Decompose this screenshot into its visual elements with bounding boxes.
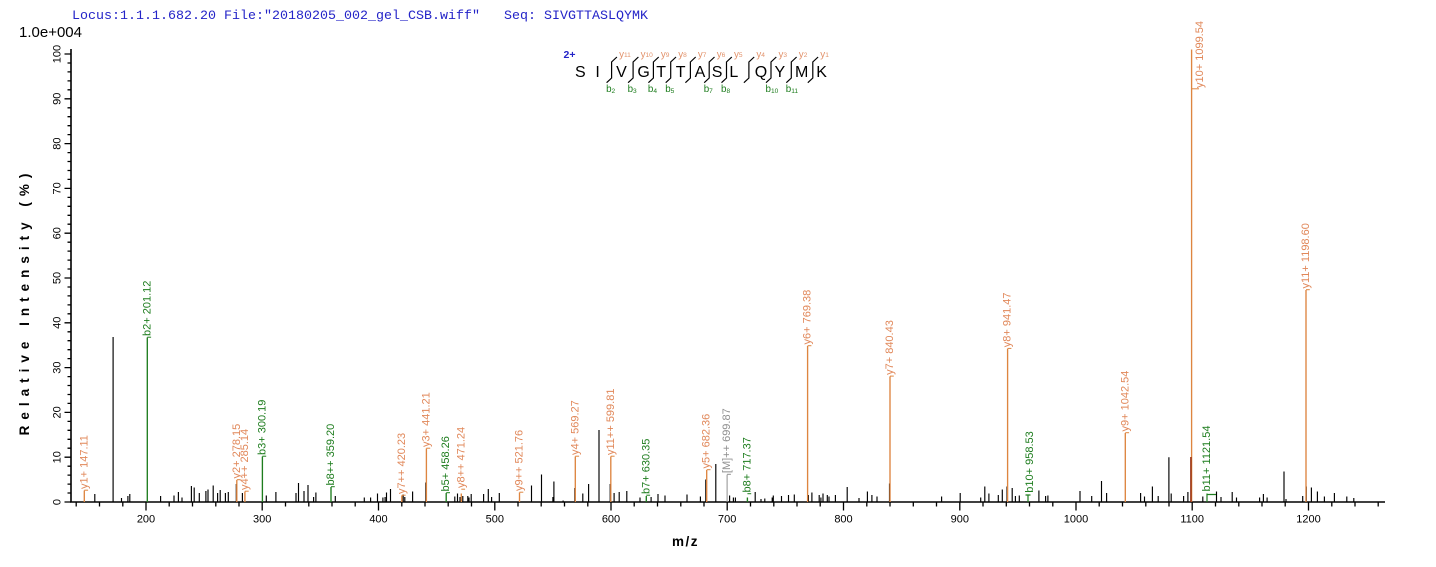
svg-text:0: 0 bbox=[52, 499, 64, 505]
svg-text:b11: b11 bbox=[786, 84, 799, 95]
svg-text:900: 900 bbox=[951, 514, 969, 526]
svg-text:20: 20 bbox=[52, 406, 64, 418]
svg-text:100: 100 bbox=[52, 45, 64, 63]
svg-text:Relative Intensity (%): Relative Intensity (%) bbox=[17, 168, 32, 436]
svg-text:500: 500 bbox=[486, 514, 504, 526]
svg-text:y4: y4 bbox=[756, 49, 765, 60]
svg-text:y1: y1 bbox=[820, 49, 829, 60]
svg-text:b10+ 958.53: b10+ 958.53 bbox=[1024, 431, 1036, 492]
svg-text:y3+ 441.21: y3+ 441.21 bbox=[420, 392, 432, 447]
svg-text:y1+ 147.11: y1+ 147.11 bbox=[78, 435, 90, 489]
svg-text:800: 800 bbox=[834, 514, 852, 526]
svg-text:m/z: m/z bbox=[672, 534, 699, 549]
svg-text:y4+ 569.27: y4+ 569.27 bbox=[569, 400, 581, 455]
svg-text:y11: y11 bbox=[619, 49, 631, 60]
svg-text:2+: 2+ bbox=[564, 49, 576, 61]
svg-text:y9+ 1042.54: y9+ 1042.54 bbox=[1119, 371, 1131, 432]
svg-text:M: M bbox=[795, 64, 808, 81]
svg-text:y8+ 941.47: y8+ 941.47 bbox=[1002, 292, 1014, 347]
svg-text:V: V bbox=[616, 64, 627, 81]
svg-text:y7+ 840.43: y7+ 840.43 bbox=[884, 320, 896, 375]
svg-text:b8+ 717.37: b8+ 717.37 bbox=[741, 437, 753, 492]
svg-text:b4: b4 bbox=[648, 84, 657, 95]
svg-text:b8: b8 bbox=[721, 84, 730, 95]
svg-text:y2+ 278.15: y2+ 278.15 bbox=[231, 424, 243, 479]
svg-text:y8++ 471.24: y8++ 471.24 bbox=[455, 427, 467, 488]
svg-text:y3: y3 bbox=[779, 49, 788, 60]
svg-text:30: 30 bbox=[52, 361, 64, 373]
svg-text:Locus:1.1.1.682.20 File:"20180: Locus:1.1.1.682.20 File:"20180205_002_ge… bbox=[72, 8, 648, 23]
svg-text:b2: b2 bbox=[606, 84, 615, 95]
svg-text:400: 400 bbox=[369, 514, 387, 526]
svg-text:b3+ 300.19: b3+ 300.19 bbox=[256, 400, 268, 455]
svg-text:70: 70 bbox=[52, 182, 64, 194]
svg-text:S: S bbox=[575, 64, 586, 81]
svg-text:Y: Y bbox=[774, 64, 785, 81]
svg-text:T: T bbox=[656, 64, 666, 81]
svg-text:y11++ 599.81: y11++ 599.81 bbox=[605, 389, 617, 455]
svg-text:b5: b5 bbox=[665, 84, 674, 95]
svg-text:y4++ 285.14: y4++ 285.14 bbox=[239, 429, 251, 490]
svg-text:40: 40 bbox=[52, 317, 64, 329]
svg-text:y5+ 682.36: y5+ 682.36 bbox=[701, 414, 713, 469]
svg-text:y10: y10 bbox=[641, 49, 654, 60]
svg-text:300: 300 bbox=[253, 514, 271, 526]
svg-text:y7: y7 bbox=[698, 49, 707, 60]
svg-text:b8++ 359.20: b8++ 359.20 bbox=[325, 424, 337, 486]
svg-text:90: 90 bbox=[52, 93, 64, 105]
svg-text:1.0e+004: 1.0e+004 bbox=[19, 24, 82, 41]
svg-text:y11+ 1198.60: y11+ 1198.60 bbox=[1300, 223, 1312, 288]
svg-text:80: 80 bbox=[52, 137, 64, 149]
svg-text:y7++ 420.23: y7++ 420.23 bbox=[396, 433, 408, 494]
svg-text:y10+ 1099.54: y10+ 1099.54 bbox=[1194, 21, 1206, 88]
svg-text:b7: b7 bbox=[704, 84, 713, 95]
svg-text:700: 700 bbox=[718, 514, 736, 526]
svg-text:y9: y9 bbox=[661, 49, 670, 60]
svg-text:I: I bbox=[595, 64, 599, 81]
svg-text:60: 60 bbox=[52, 227, 64, 239]
svg-text:y6+ 769.38: y6+ 769.38 bbox=[802, 290, 814, 345]
svg-text:b11+ 1121.54: b11+ 1121.54 bbox=[1201, 426, 1213, 492]
svg-text:y9++ 521.76: y9++ 521.76 bbox=[514, 430, 526, 491]
svg-text:1000: 1000 bbox=[1064, 514, 1088, 526]
svg-text:10: 10 bbox=[52, 451, 64, 463]
svg-text:b7+ 630.35: b7+ 630.35 bbox=[640, 439, 652, 494]
svg-text:b3: b3 bbox=[628, 84, 637, 95]
svg-text:S: S bbox=[712, 64, 723, 81]
svg-text:600: 600 bbox=[602, 514, 620, 526]
svg-text:1100: 1100 bbox=[1180, 514, 1204, 526]
svg-text:[M]++ 699.87: [M]++ 699.87 bbox=[721, 408, 733, 473]
svg-text:L: L bbox=[729, 64, 738, 81]
svg-text:y8: y8 bbox=[678, 49, 687, 60]
svg-text:K: K bbox=[816, 64, 827, 81]
svg-text:T: T bbox=[676, 64, 686, 81]
svg-text:y6: y6 bbox=[717, 49, 726, 60]
svg-text:y2: y2 bbox=[799, 49, 808, 60]
svg-text:b10: b10 bbox=[766, 84, 779, 95]
svg-text:50: 50 bbox=[52, 272, 64, 284]
svg-text:Q: Q bbox=[755, 64, 767, 81]
svg-text:G: G bbox=[637, 64, 649, 81]
svg-text:200: 200 bbox=[137, 514, 155, 526]
svg-text:y5: y5 bbox=[734, 49, 743, 60]
svg-text:b5+ 458.26: b5+ 458.26 bbox=[440, 436, 452, 491]
svg-text:A: A bbox=[695, 64, 706, 81]
svg-text:b2+ 201.12: b2+ 201.12 bbox=[141, 281, 153, 336]
svg-text:1200: 1200 bbox=[1296, 514, 1320, 526]
